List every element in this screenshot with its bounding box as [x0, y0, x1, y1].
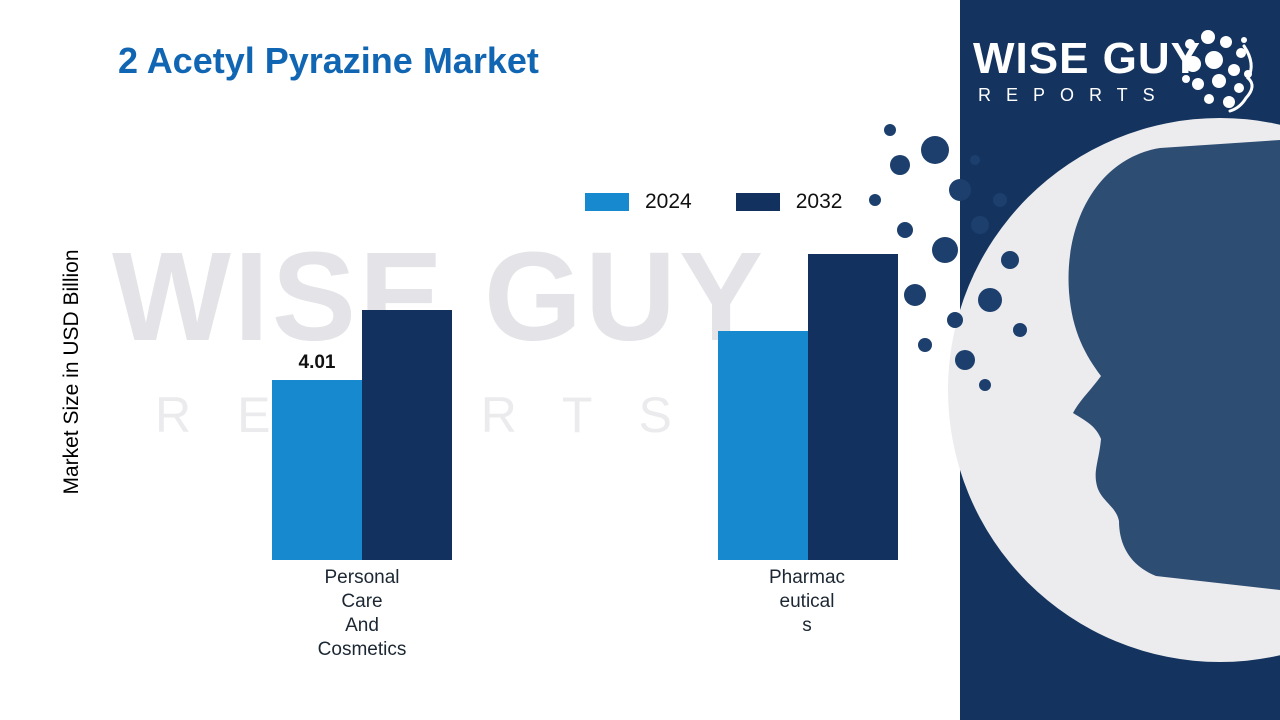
legend-item-2032: 2032 — [735, 190, 843, 214]
legend-label-2032: 2032 — [795, 190, 843, 213]
bar-2032-personal-care — [362, 310, 452, 560]
legend-swatch-2032 — [735, 193, 780, 211]
bar-2032-pharmaceuticals — [808, 254, 898, 560]
bar-group-personal-care — [272, 310, 452, 560]
category-label-pharmaceuticals: Pharmac eutical s — [768, 567, 846, 636]
legend-label-2024: 2024 — [645, 190, 692, 213]
brand-logo-subtitle: REPORTS — [978, 85, 1170, 106]
logo-dots-face-icon — [1182, 30, 1254, 113]
legend-item-2024: 2024 — [585, 190, 692, 214]
bar-group-pharmaceuticals — [718, 254, 898, 560]
brand-logo: WISE GUY REPORTS — [973, 34, 1202, 106]
plot-area — [0, 250, 960, 560]
chart-legend: 2024 2032 — [585, 190, 886, 214]
brand-logo-name: WISE GUY — [973, 34, 1202, 83]
bar-2024-pharmaceuticals — [718, 331, 808, 560]
bar-2024-personal-care — [272, 380, 362, 560]
chart-title: 2 Acetyl Pyrazine Market — [118, 40, 539, 81]
value-label-2024-personal-care: 4.01 — [298, 352, 336, 373]
legend-swatch-2024 — [585, 193, 629, 211]
y-axis-label: Market Size in USD Billion — [60, 249, 83, 495]
category-label-personal-care: Personal Care And Cosmetics — [317, 567, 407, 660]
